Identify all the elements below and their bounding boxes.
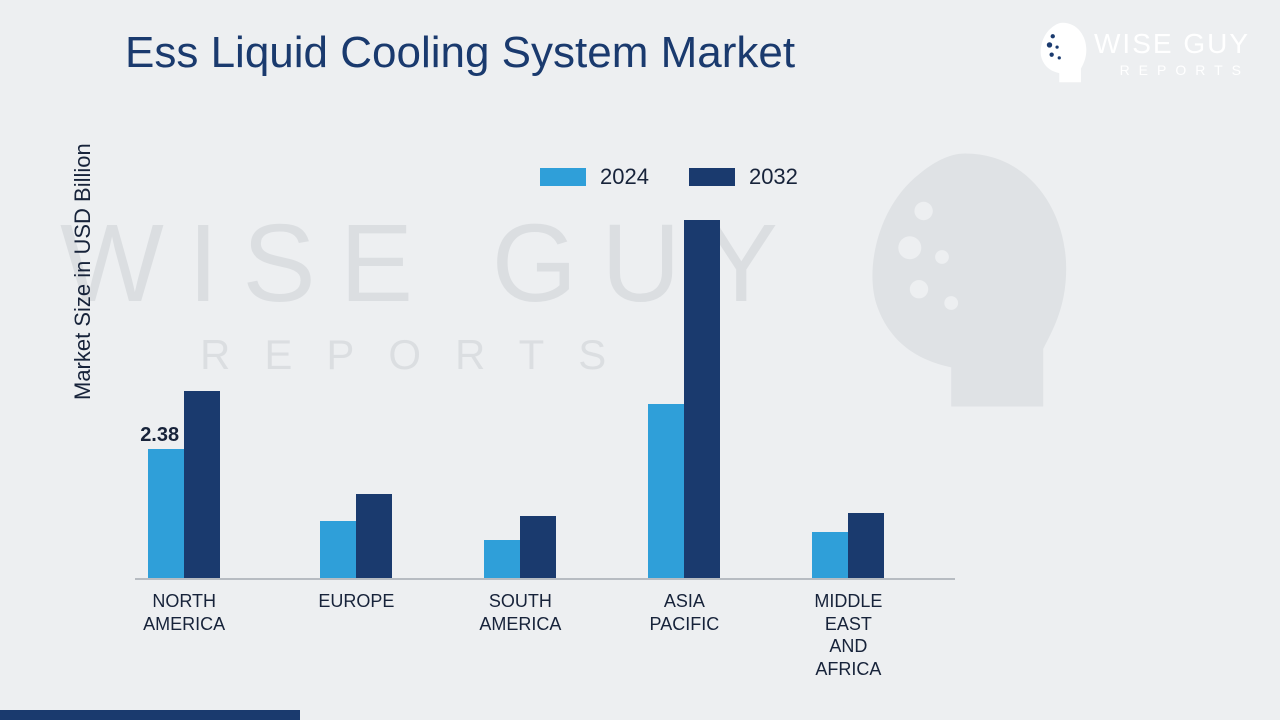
legend-swatch-2024 [540,168,586,186]
chart-canvas: WISE GUY REPORTS WISE GUY REPORTS Ess Li… [0,0,1280,720]
category-label: NORTHAMERICA [114,590,254,635]
legend-swatch-2032 [689,168,735,186]
bar [484,540,520,578]
bar [184,391,220,578]
bar-pair [812,513,884,578]
legend-label-2032: 2032 [749,164,798,190]
bar [520,516,556,578]
bar [320,521,356,578]
legend-item-2024: 2024 [540,164,649,190]
category-label: MIDDLEEASTANDAFRICA [778,590,918,680]
plot-area: 2.38NORTHAMERICAEUROPESOUTHAMERICAASIAPA… [135,200,955,580]
bar [356,494,392,578]
bar [684,220,720,578]
bar [148,449,184,578]
bar [648,404,684,578]
brand-head-icon [1035,20,1090,85]
category-label: SOUTHAMERICA [450,590,590,635]
brand-text: WISE GUY REPORTS [1094,28,1250,78]
legend-label-2024: 2024 [600,164,649,190]
x-axis-baseline [135,578,955,580]
category-label: EUROPE [286,590,426,613]
y-axis-label: Market Size in USD Billion [70,143,96,400]
chart-title: Ess Liquid Cooling System Market [125,28,795,78]
bar [848,513,884,578]
bottom-accent-bar [0,710,300,720]
bar-pair [648,220,720,578]
legend-item-2032: 2032 [689,164,798,190]
bar-pair [148,391,220,578]
brand-line-2: REPORTS [1094,62,1250,78]
bar [812,532,848,578]
category-label: ASIAPACIFIC [614,590,754,635]
bar-pair [484,516,556,578]
bar-pair [320,494,392,578]
brand-line-1: WISE GUY [1094,28,1250,60]
bar-value-label: 2.38 [140,424,179,447]
legend: 2024 2032 [540,164,798,190]
